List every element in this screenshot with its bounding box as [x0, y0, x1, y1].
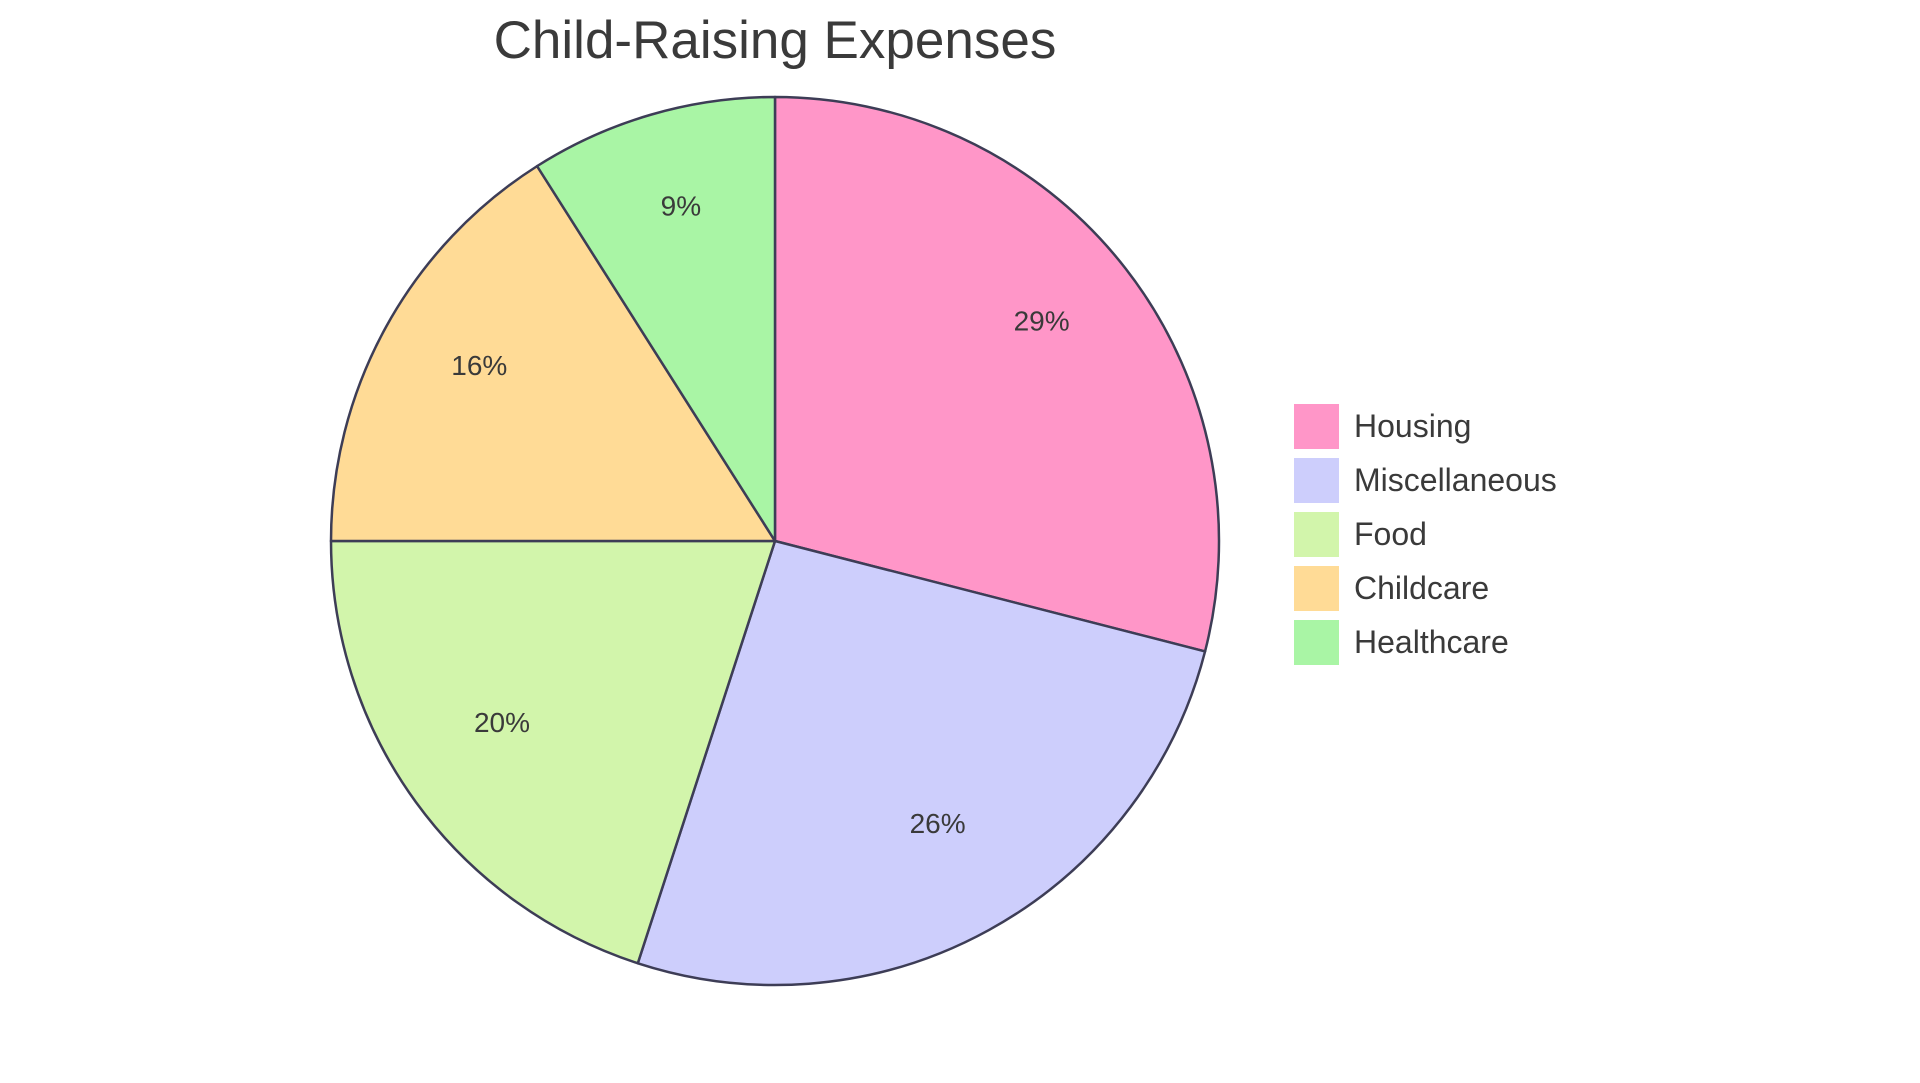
svg-text:29%: 29% — [1014, 306, 1070, 337]
svg-text:20%: 20% — [474, 707, 530, 738]
svg-text:9%: 9% — [661, 191, 701, 222]
svg-text:26%: 26% — [910, 808, 966, 839]
svg-text:16%: 16% — [451, 350, 507, 381]
